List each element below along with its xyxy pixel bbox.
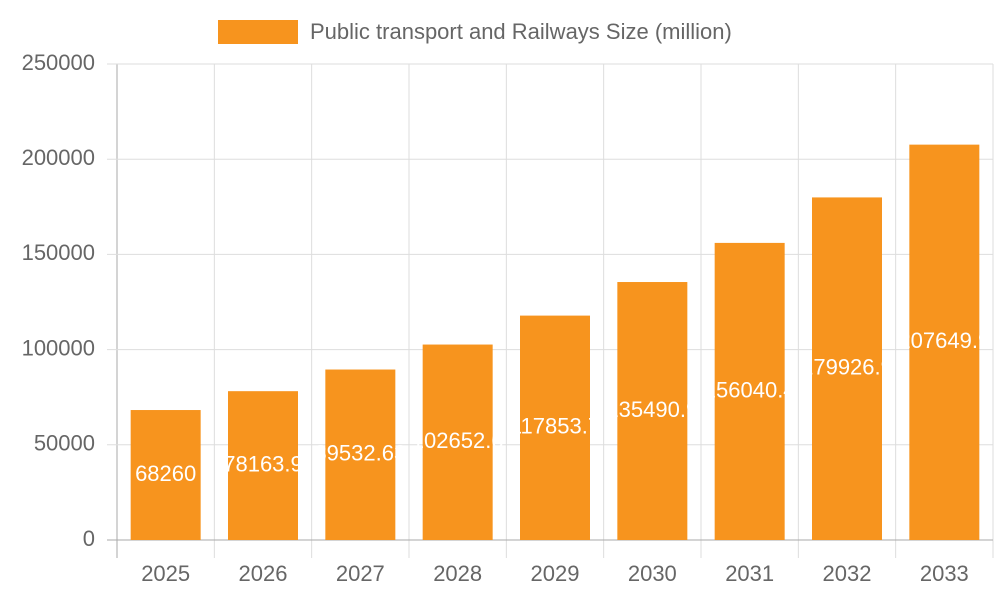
data-label: 207649.9	[898, 328, 990, 353]
x-tick-label: 2030	[628, 561, 677, 586]
bar	[714, 242, 785, 540]
data-label: 68260	[135, 461, 196, 486]
legend-swatch	[218, 20, 298, 44]
data-label: 102652.6	[412, 428, 504, 453]
y-tick-label: 100000	[22, 335, 95, 360]
bar	[325, 369, 396, 540]
x-tick-label: 2025	[141, 561, 190, 586]
x-tick-label: 2026	[239, 561, 288, 586]
data-label: 156040.4	[704, 377, 796, 402]
x-tick-label: 2029	[531, 561, 580, 586]
y-tick-label: 250000	[22, 50, 95, 75]
x-tick-label: 2033	[920, 561, 969, 586]
y-tick-label: 200000	[22, 145, 95, 170]
x-tick-label: 2027	[336, 561, 385, 586]
y-tick-label: 0	[83, 526, 95, 551]
data-label: 89532.63	[314, 441, 406, 466]
bar	[228, 391, 298, 540]
data-label: 117853.7	[510, 414, 600, 439]
data-label: 179926.9	[801, 355, 893, 380]
bar	[130, 410, 201, 540]
data-label: 78163.9	[223, 451, 303, 476]
y-tick-label: 150000	[22, 240, 95, 265]
x-tick-label: 2031	[725, 561, 774, 586]
legend-label: Public transport and Railways Size (mill…	[310, 19, 732, 44]
bar	[812, 197, 882, 540]
x-tick-label: 2028	[433, 561, 482, 586]
x-tick-label: 2032	[823, 561, 872, 586]
y-tick-label: 50000	[34, 431, 95, 456]
bar	[422, 344, 493, 540]
bar	[520, 315, 590, 540]
bar	[617, 282, 688, 540]
data-label: 135490.9	[606, 397, 698, 422]
bar	[909, 144, 980, 541]
